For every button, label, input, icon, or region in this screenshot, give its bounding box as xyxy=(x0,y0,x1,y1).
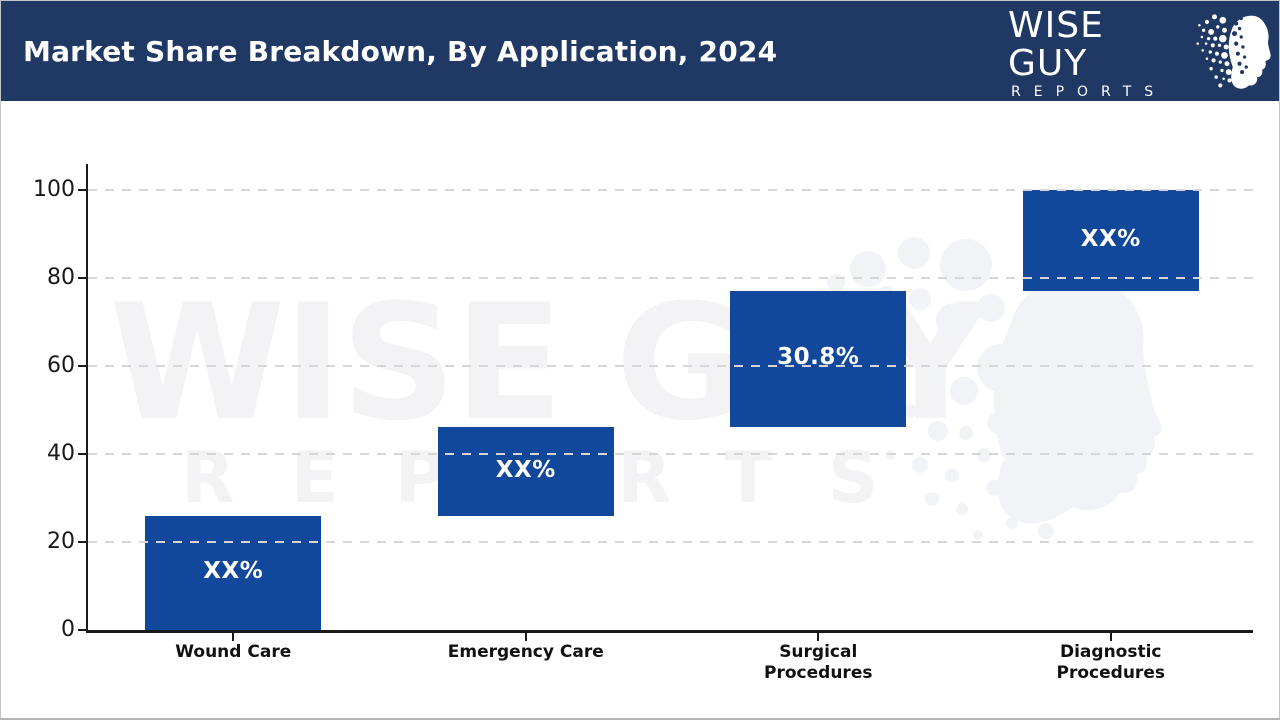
y-tick-label: 0 xyxy=(61,617,75,642)
y-gridline xyxy=(88,453,1253,455)
y-tick-mark xyxy=(78,629,86,631)
x-category-label: Diagnostic Procedures xyxy=(1056,642,1165,683)
brand-logo: WISE GUY REPORTS xyxy=(1008,4,1273,100)
header-bar: Market Share Breakdown, By Application, … xyxy=(1,1,1279,101)
logo-wordmark-line2: REPORTS xyxy=(1011,83,1167,100)
bar-value-label: XX% xyxy=(495,456,556,483)
y-tick-mark xyxy=(78,365,86,367)
y-gridline xyxy=(88,365,1253,367)
bar-value-label: XX% xyxy=(1080,225,1141,252)
bar-diagnostic-procedures xyxy=(1022,190,1199,292)
y-tick-label: 40 xyxy=(47,441,75,466)
x-category-label: Wound Care xyxy=(175,642,292,662)
x-tick-mark xyxy=(524,633,527,641)
logo-wordmark: WISE GUY REPORTS xyxy=(1008,4,1187,100)
bar-emergency-care xyxy=(437,426,614,517)
x-axis-line xyxy=(86,630,1253,633)
y-tick-label: 60 xyxy=(47,353,75,378)
x-category-label: Emergency Care xyxy=(447,642,604,662)
y-tick-mark xyxy=(78,541,86,543)
x-tick-mark xyxy=(232,633,235,641)
x-tick-mark xyxy=(817,633,820,641)
bar-surgical-procedures xyxy=(730,291,907,427)
logo-wordmark-line1: WISE GUY xyxy=(1008,4,1104,84)
y-tick-mark xyxy=(78,277,86,279)
y-tick-label: 80 xyxy=(47,265,75,290)
y-gridline xyxy=(88,541,1253,543)
y-gridline xyxy=(88,277,1253,279)
bar-value-label: XX% xyxy=(203,558,264,585)
y-tick-mark xyxy=(78,189,86,191)
bar-wound-care xyxy=(145,516,322,630)
y-tick-mark xyxy=(78,453,86,455)
y-gridline xyxy=(88,189,1253,191)
y-tick-label: 20 xyxy=(47,529,75,554)
bar-value-label: 30.8% xyxy=(777,343,860,370)
logo-head-icon xyxy=(1196,14,1271,89)
x-tick-mark xyxy=(1109,633,1112,641)
y-axis-line xyxy=(86,164,88,632)
x-category-label: Surgical Procedures xyxy=(764,642,873,683)
page-title: Market Share Breakdown, By Application, … xyxy=(23,34,778,68)
y-tick-label: 100 xyxy=(33,177,75,202)
